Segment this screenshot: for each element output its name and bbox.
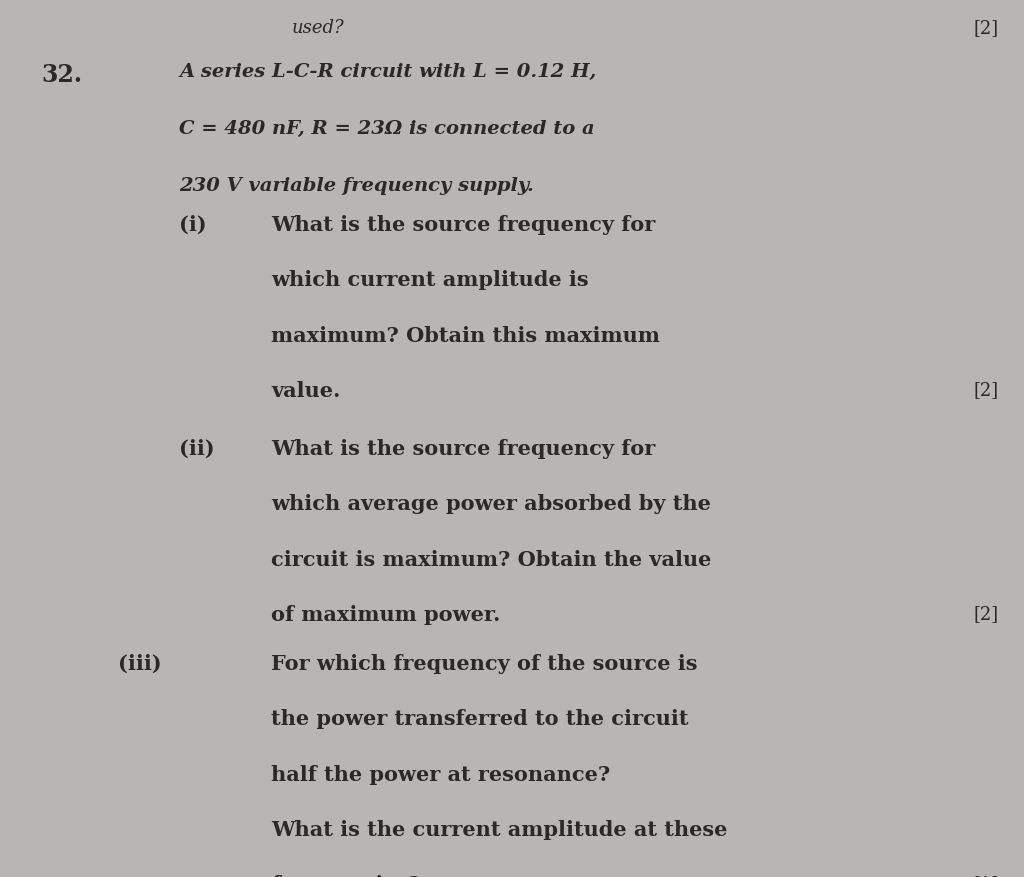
Text: circuit is maximum? Obtain the value: circuit is maximum? Obtain the value — [271, 549, 712, 569]
Text: of maximum power.: of maximum power. — [271, 604, 501, 624]
Text: the power transferred to the circuit: the power transferred to the circuit — [271, 709, 689, 729]
Text: What is the current amplitude at these: What is the current amplitude at these — [271, 819, 728, 839]
Text: C = 480 nF, R = 23Ω is connected to a: C = 480 nF, R = 23Ω is connected to a — [179, 120, 595, 139]
Text: (ii): (ii) — [179, 438, 215, 459]
Text: For which frequency of the source is: For which frequency of the source is — [271, 653, 698, 674]
Text: [2]: [2] — [973, 19, 998, 38]
Text: used?: used? — [292, 19, 344, 38]
Text: half the power at resonance?: half the power at resonance? — [271, 764, 610, 784]
Text: (i): (i) — [179, 215, 207, 235]
Text: maximum? Obtain this maximum: maximum? Obtain this maximum — [271, 325, 660, 346]
Text: What is the source frequency for: What is the source frequency for — [271, 438, 655, 459]
Text: (iii): (iii) — [118, 653, 162, 674]
Text: 230 V variable frequency supply.: 230 V variable frequency supply. — [179, 177, 534, 196]
Text: What is the source frequency for: What is the source frequency for — [271, 215, 655, 235]
Text: which average power absorbed by the: which average power absorbed by the — [271, 494, 712, 514]
Text: value.: value. — [271, 381, 341, 401]
Text: [1]: [1] — [973, 874, 998, 877]
Text: frequencies?: frequencies? — [271, 874, 421, 877]
Text: [2]: [2] — [973, 604, 998, 623]
Text: which current amplitude is: which current amplitude is — [271, 270, 589, 290]
Text: A series L-C-R circuit with L = 0.12 H,: A series L-C-R circuit with L = 0.12 H, — [179, 63, 596, 82]
Text: [2]: [2] — [973, 381, 998, 399]
Text: 32.: 32. — [41, 63, 82, 87]
